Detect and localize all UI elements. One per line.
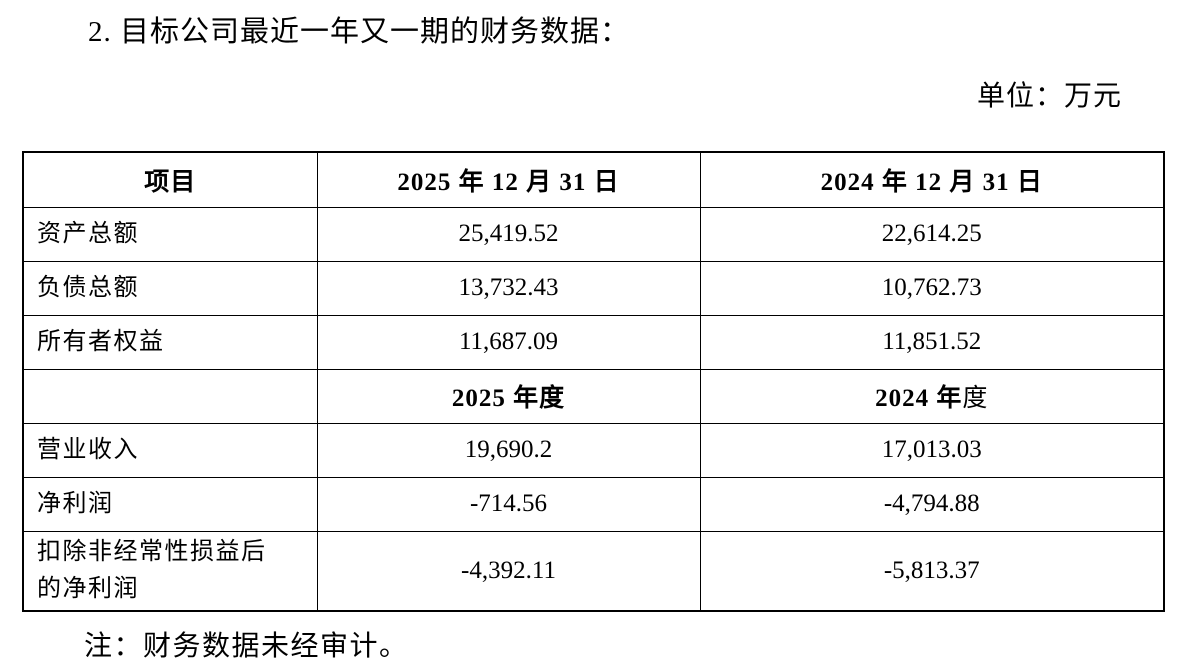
period-header-2025: 2025 年度 xyxy=(316,368,701,424)
section-heading: 2. 目标公司最近一年又一期的财务数据： xyxy=(88,16,631,48)
table-header-row: 项目 2025 年 12 月 31 日 2024 年 12 月 31 日 xyxy=(22,151,1165,208)
row-value-2024: 22,614.25 xyxy=(699,206,1165,262)
column-header-date-2024: 2024 年 12 月 31 日 xyxy=(699,151,1165,208)
row-label: 营业收入 xyxy=(22,422,318,478)
table-period-header-row: 2025 年度 2024 年度 xyxy=(22,368,1165,424)
unit-label: 单位：万元 xyxy=(976,81,1122,112)
row-label: 负债总额 xyxy=(22,260,318,316)
period-header-2024-year: 2024 年 xyxy=(875,385,963,412)
row-label: 净利润 xyxy=(22,476,318,532)
row-value-2025: 13,732.43 xyxy=(316,260,701,316)
row-value-2025: 19,690.2 xyxy=(316,422,701,478)
period-header-2024-suffix: 度 xyxy=(962,385,989,412)
row-label: 所有者权益 xyxy=(22,314,318,370)
row-value-2025: 11,687.09 xyxy=(316,314,701,370)
row-value-2024: -5,813.37 xyxy=(699,530,1165,612)
financial-table: 项目 2025 年 12 月 31 日 2024 年 12 月 31 日 资产总… xyxy=(22,151,1165,612)
row-label: 资产总额 xyxy=(22,206,318,262)
row-value-2025: -714.56 xyxy=(316,476,701,532)
row-label-empty xyxy=(22,368,318,424)
row-value-2025: 25,419.52 xyxy=(316,206,701,262)
table-row-net-profit-excl-nonrecurring: 扣除非经常性损益后的净利润 -4,392.11 -5,813.37 xyxy=(22,530,1165,612)
table-row-net-profit: 净利润 -714.56 -4,794.88 xyxy=(22,476,1165,532)
table-row-total-assets: 资产总额 25,419.52 22,614.25 xyxy=(22,206,1165,262)
period-header-2024: 2024 年度 xyxy=(699,368,1165,424)
row-value-2024: 10,762.73 xyxy=(699,260,1165,316)
table-row-total-liabilities: 负债总额 13,732.43 10,762.73 xyxy=(22,260,1165,316)
row-value-2025: -4,392.11 xyxy=(316,530,701,612)
row-value-2024: 17,013.03 xyxy=(699,422,1165,478)
row-label: 扣除非经常性损益后的净利润 xyxy=(22,530,318,612)
footnote: 注：财务数据未经审计。 xyxy=(84,631,409,662)
table-row-owners-equity: 所有者权益 11,687.09 11,851.52 xyxy=(22,314,1165,370)
column-header-date-2025: 2025 年 12 月 31 日 xyxy=(316,151,701,208)
column-header-item: 项目 xyxy=(22,151,318,208)
row-value-2024: 11,851.52 xyxy=(699,314,1165,370)
table-row-operating-revenue: 营业收入 19,690.2 17,013.03 xyxy=(22,422,1165,478)
row-value-2024: -4,794.88 xyxy=(699,476,1165,532)
